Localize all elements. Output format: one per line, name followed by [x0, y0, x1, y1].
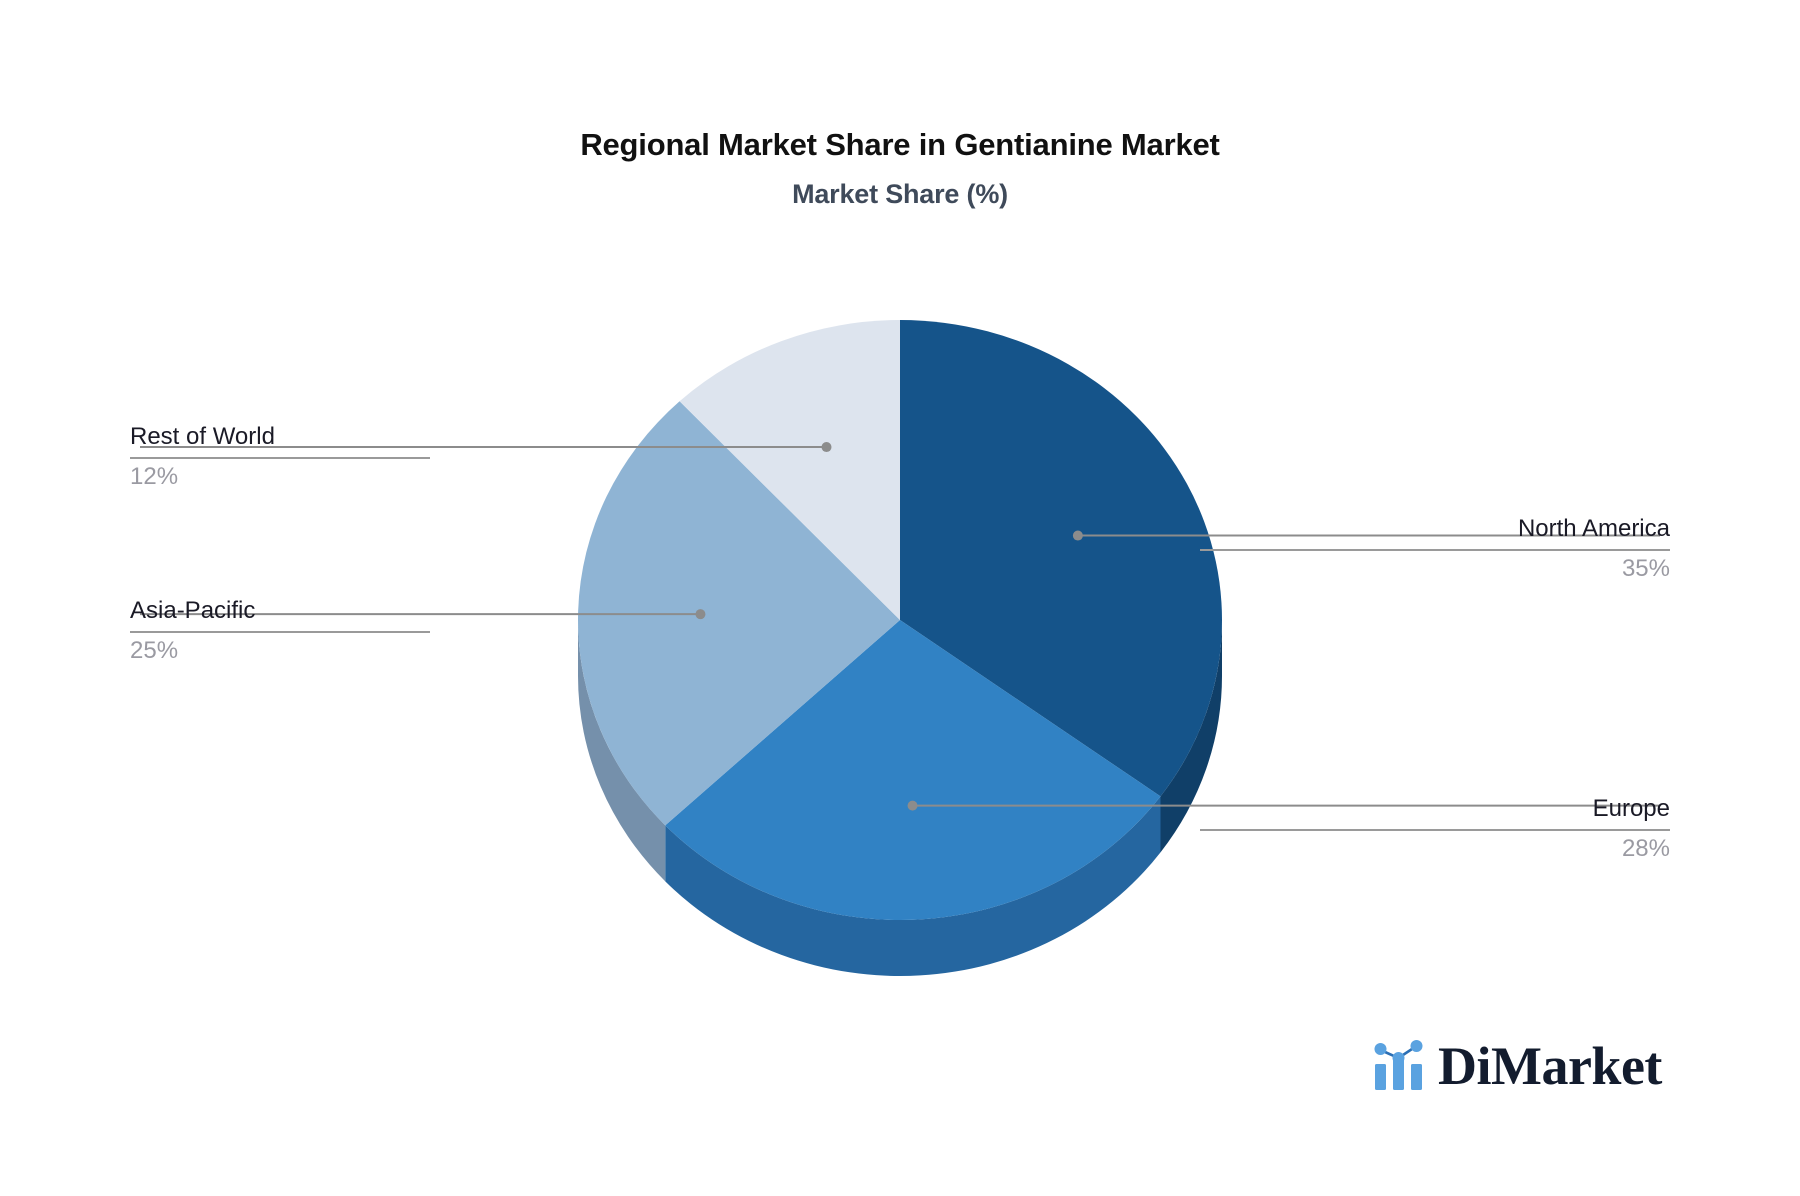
chart-header: Regional Market Share in Gentianine Mark… [0, 127, 1800, 210]
callout-rule [130, 630, 430, 633]
callout-label: Rest of World [130, 423, 275, 450]
bar-chart-icon [1374, 1040, 1423, 1090]
callout-asia-pacific[interactable]: Asia-Pacific 25% [130, 597, 430, 664]
chart-title: Regional Market Share in Gentianine Mark… [580, 127, 1220, 162]
callout-rule [1200, 548, 1670, 551]
callout-label: North America [1517, 515, 1670, 542]
pie-slice[interactable] [900, 320, 1222, 797]
callout-label: Asia-Pacific [130, 597, 256, 624]
pie-slice[interactable] [578, 401, 900, 826]
callout-rest-of-world[interactable]: Rest of World 12% [130, 423, 430, 490]
leader-line-dot [1072, 530, 1083, 541]
pie-slice-side [1160, 620, 1222, 853]
pie-slice[interactable] [679, 320, 900, 620]
leader-line-dot [907, 800, 918, 811]
brand-name: DiMarket [1438, 1036, 1662, 1096]
leader-line-dot [821, 442, 832, 453]
pie-slice-side [578, 620, 666, 882]
callout-value: 35% [1621, 554, 1670, 582]
pie-slice-side [665, 796, 1161, 977]
pie-slice[interactable] [665, 620, 1161, 920]
chart-subtitle: Market Share (%) [792, 179, 1008, 210]
callout-north-america[interactable]: North America 35% [1200, 515, 1670, 582]
callout-value: 12% [130, 462, 179, 490]
callout-label: Europe [1592, 795, 1670, 822]
leader-lines [140, 442, 1660, 811]
pie-slices [578, 320, 1222, 920]
callout-value: 25% [130, 636, 179, 664]
pie-3d-side-walls [578, 620, 1222, 977]
callout-rule [1200, 828, 1670, 831]
callout-rule [130, 456, 430, 459]
leader-line-dot [695, 609, 706, 620]
brand-logo: DiMarket [1372, 1038, 1662, 1094]
callout-europe[interactable]: Europe 28% [1200, 795, 1670, 862]
callout-value: 28% [1621, 834, 1670, 862]
